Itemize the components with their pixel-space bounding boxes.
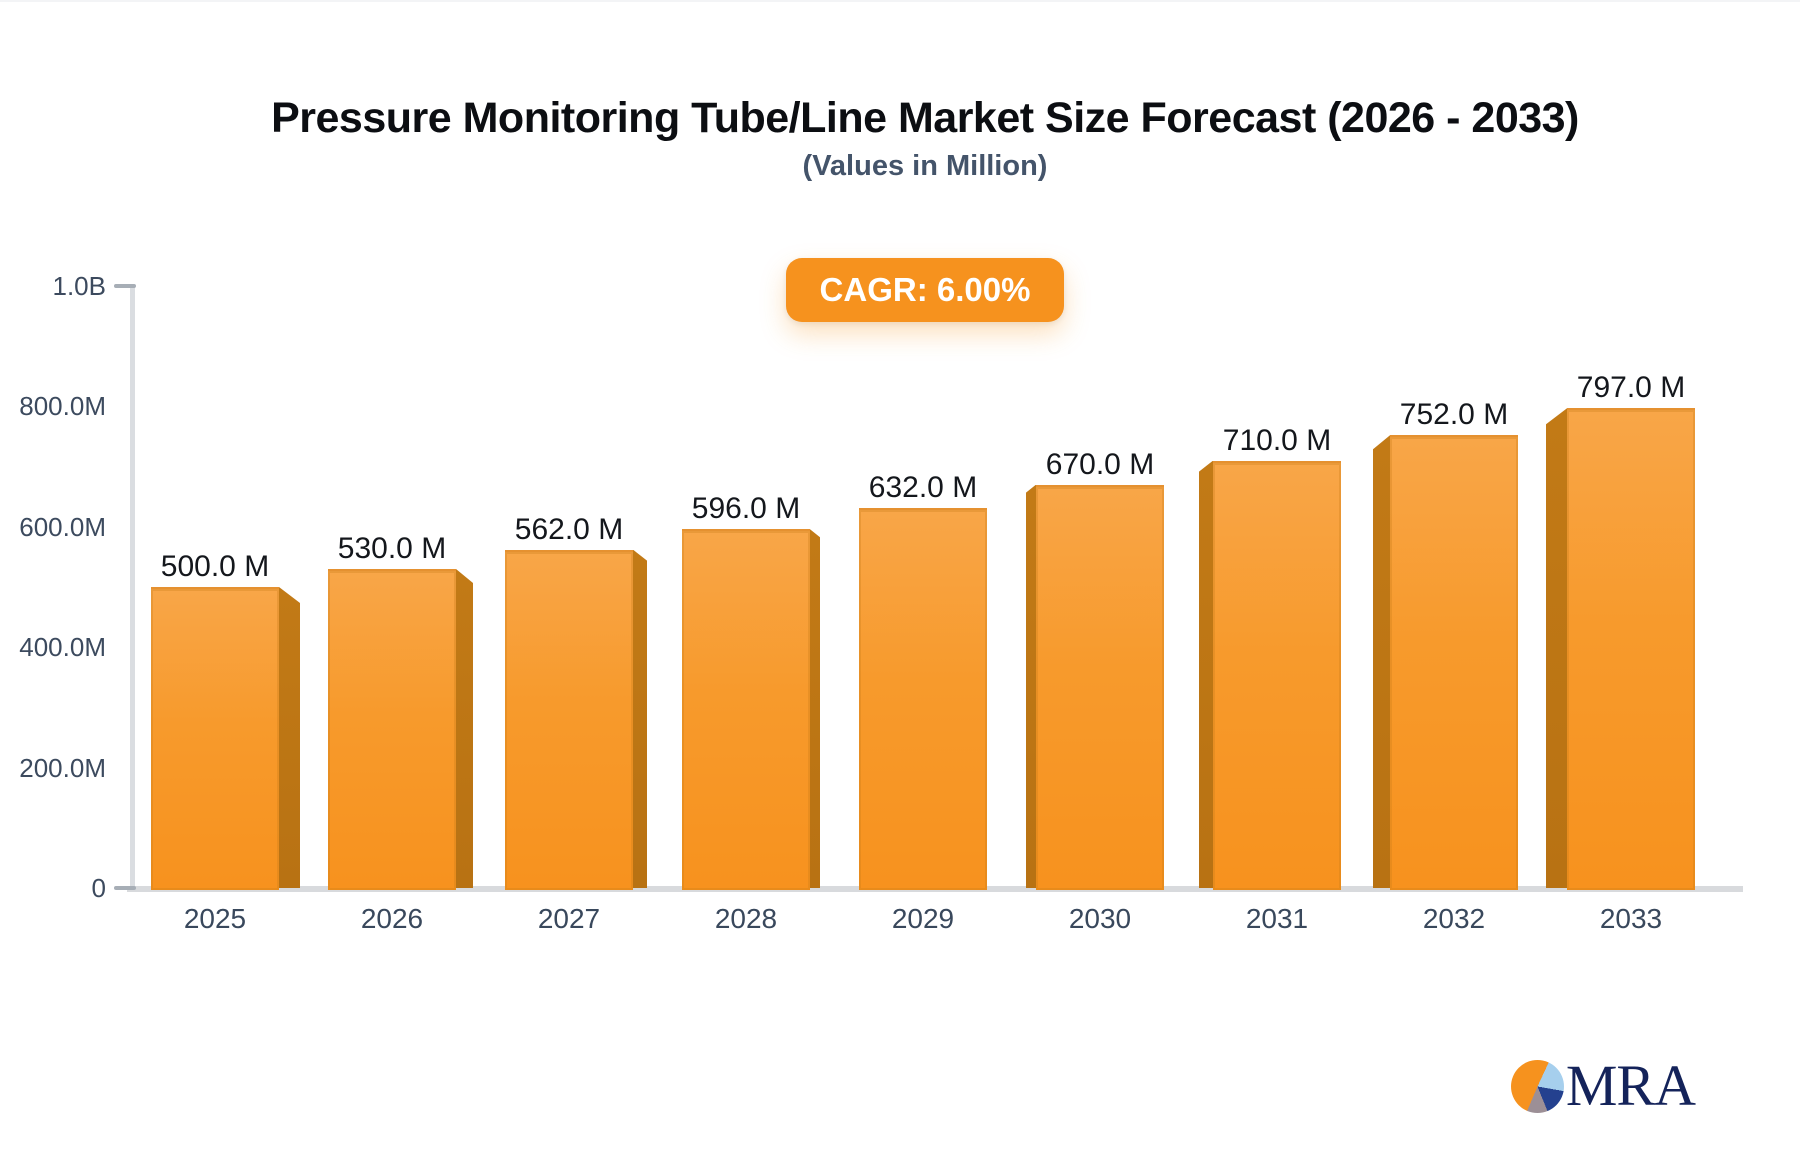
cagr-badge: CAGR: 6.00% — [785, 258, 1065, 322]
x-axis-label-2028: 2028 — [714, 903, 778, 934]
pie-chart-logo-icon — [1510, 1059, 1564, 1113]
x-axis-label-2027: 2027 — [537, 903, 601, 934]
bar-value-label-2028: 596.0 M — [691, 492, 801, 526]
bar-2028 — [682, 529, 810, 890]
y-axis-tick-label: 400.0M — [19, 632, 106, 663]
bar-side-face-2026 — [456, 568, 473, 888]
bar-2033 — [1567, 408, 1695, 890]
y-axis-tick-mark — [114, 886, 136, 890]
bar-2029 — [859, 507, 987, 890]
bar-value-label-2027: 562.0 M — [514, 512, 624, 546]
bar-2025 — [151, 587, 279, 890]
y-axis-tick-label: 800.0M — [19, 391, 106, 422]
bar-2030 — [1036, 484, 1164, 890]
y-axis-line — [130, 286, 135, 888]
bar-side-face-2033 — [1546, 408, 1567, 888]
bar-value-label-2029: 632.0 M — [868, 470, 978, 504]
bar-side-face-2031 — [1199, 460, 1213, 888]
bar-2031 — [1213, 460, 1341, 890]
cagr-badge-wrap: CAGR: 6.00% — [50, 258, 1800, 322]
y-axis-tick-mark — [114, 284, 136, 288]
y-axis-tick-label: 600.0M — [19, 511, 106, 542]
x-axis-label-2025: 2025 — [183, 903, 247, 934]
bar-value-label-2030: 670.0 M — [1045, 447, 1155, 481]
x-axis-label-2026: 2026 — [360, 903, 424, 934]
mra-logo-text: MRA — [1565, 1053, 1696, 1118]
x-axis-label-2030: 2030 — [1068, 903, 1132, 934]
bar-value-label-2025: 500.0 M — [160, 550, 270, 583]
y-axis-tick-label: 200.0M — [19, 752, 106, 783]
bar-value-label-2031: 710.0 M — [1222, 423, 1332, 457]
bar-side-face-2025 — [279, 587, 300, 888]
x-axis-label-2029: 2029 — [891, 903, 955, 934]
bar-side-face-2030 — [1026, 484, 1036, 888]
x-axis-label-2031: 2031 — [1245, 903, 1309, 934]
bar-value-label-2033: 797.0 M — [1576, 371, 1686, 405]
x-axis-label-2032: 2032 — [1422, 903, 1486, 934]
bar-side-face-2032 — [1373, 435, 1390, 888]
y-axis-tick-label: 1.0B — [52, 271, 107, 301]
bar-2026 — [328, 568, 456, 890]
y-axis-tick-label: 0 — [91, 873, 106, 903]
x-axis-label-2033: 2033 — [1599, 903, 1663, 934]
bar-side-face-2027 — [633, 549, 647, 888]
bar-2032 — [1390, 435, 1518, 890]
bar-side-face-2028 — [810, 529, 820, 888]
bar-2027 — [505, 549, 633, 890]
chart-title: Pressure Monitoring Tube/Line Market Siz… — [271, 94, 1579, 142]
mra-logo: MRA — [1510, 1053, 1696, 1118]
bar-value-label-2032: 752.0 M — [1399, 398, 1509, 432]
chart-subtitle: (Values in Million) — [802, 150, 1048, 182]
bar-value-label-2026: 530.0 M — [337, 531, 447, 565]
